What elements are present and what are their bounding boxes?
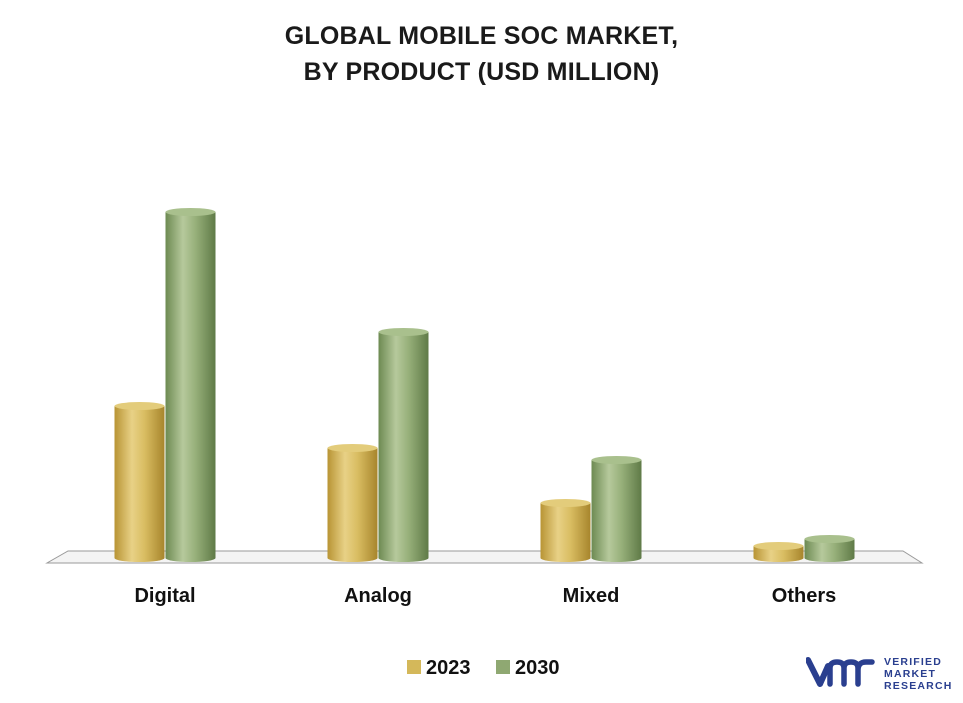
- category-label-digital: Digital: [134, 585, 195, 607]
- bar-mixed-2030: [591, 456, 642, 562]
- bar-mixed-2023: [540, 499, 591, 562]
- category-labels: Digital Analog Mixed Others: [134, 585, 836, 607]
- chart-title-line-1: GLOBAL MOBILE SOC MARKET,: [284, 22, 679, 50]
- legend-label-2030: 2030: [515, 657, 560, 679]
- chart-title-line-2: BY PRODUCT (USD MILLION): [303, 58, 660, 86]
- legend-swatch-2030: [496, 660, 510, 674]
- category-label-analog: Analog: [344, 585, 412, 607]
- bar-others-2030: [804, 535, 855, 562]
- legend: 2023 2030: [407, 657, 560, 679]
- bar-digital-2030: [165, 208, 216, 562]
- logo-line-1: VERIFIED: [884, 656, 942, 668]
- legend-swatch-2023: [407, 660, 421, 674]
- bar-digital-2023: [114, 402, 165, 562]
- vmr-logo-mark-icon: [806, 657, 875, 687]
- category-label-mixed: Mixed: [563, 585, 620, 607]
- bar-analog-2030: [378, 328, 429, 562]
- bar-analog-2023: [327, 444, 378, 562]
- logo-line-2: MARKET: [884, 668, 936, 680]
- vmr-logo: VERIFIED MARKET RESEARCH: [806, 656, 953, 692]
- bars-layer: [114, 208, 855, 562]
- logo-line-3: RESEARCH: [884, 680, 953, 692]
- category-label-others: Others: [772, 585, 836, 607]
- legend-label-2023: 2023: [426, 657, 471, 679]
- bar-others-2023: [753, 542, 804, 562]
- chart-title: GLOBAL MOBILE SOC MARKET, BY PRODUCT (US…: [0, 18, 963, 90]
